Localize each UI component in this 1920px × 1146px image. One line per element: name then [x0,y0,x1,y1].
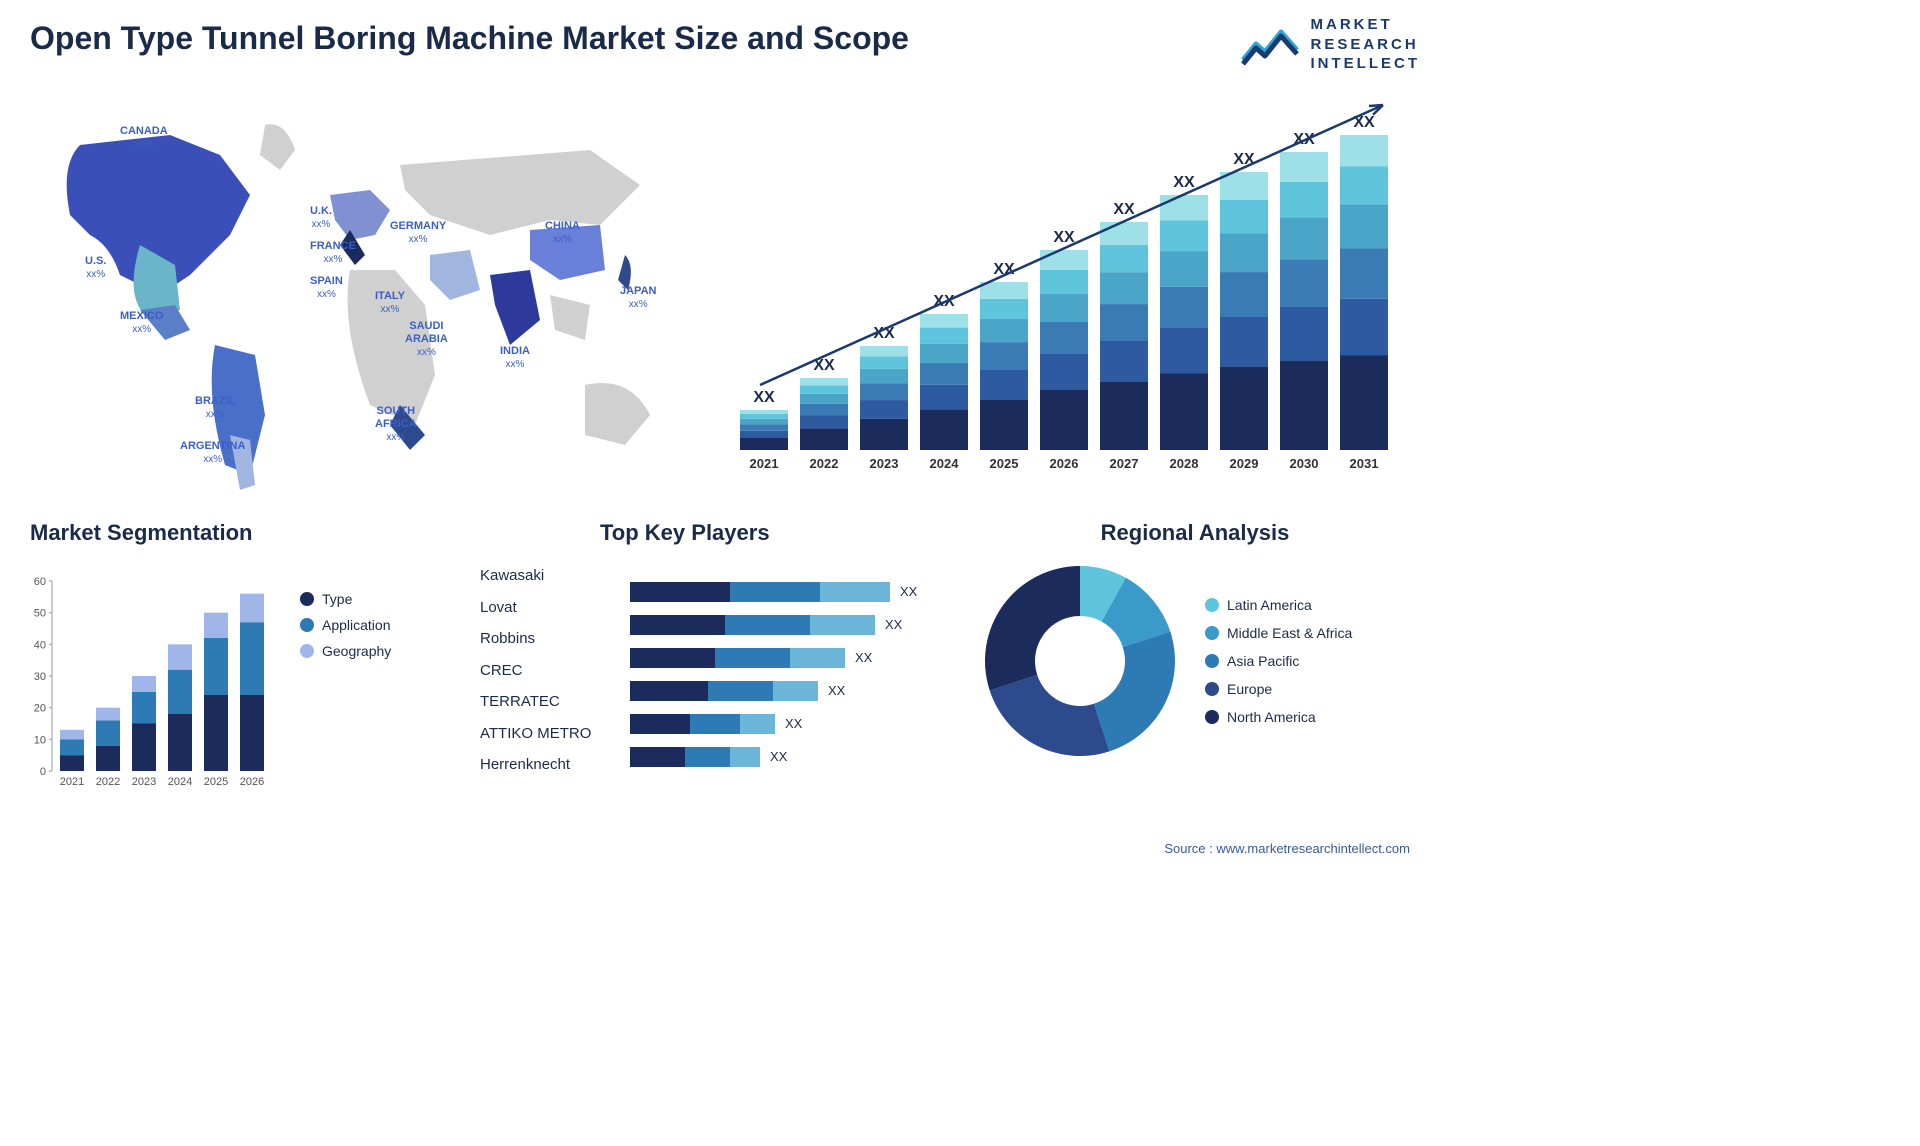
page-title: Open Type Tunnel Boring Machine Market S… [30,20,909,57]
svg-text:20: 20 [34,703,46,715]
map-label-spain: SPAINxx% [310,275,343,301]
svg-text:XX: XX [1113,201,1135,218]
svg-text:2024: 2024 [930,456,960,471]
svg-text:2027: 2027 [1110,456,1139,471]
logo-line3: INTELLECT [1311,54,1421,74]
logo-line1: MARKET [1311,15,1421,35]
map-label-u.k.: U.K.xx% [310,205,332,231]
svg-text:2023: 2023 [870,456,899,471]
svg-text:2029: 2029 [1230,456,1259,471]
segmentation-chart: 0 10 20 30 40 50 60 2021 2022 2023 2024 2025 2026 [30,561,280,791]
kp-bar-row: XX [630,575,950,608]
segmentation-heading: Market Segmentation [30,520,490,546]
svg-text:30: 30 [34,671,46,683]
kp-company: ATTIKO METRO [480,718,591,750]
map-label-india: INDIAxx% [500,345,530,371]
logo-line2: RESEARCH [1311,35,1421,55]
map-label-italy: ITALYxx% [375,290,405,316]
keyplayers-list: KawasakiLovatRobbinsCRECTERRATECATTIKO M… [480,560,591,781]
svg-text:40: 40 [34,639,46,651]
svg-text:2031: 2031 [1350,456,1379,471]
seg-legend-application: Application [300,617,391,633]
reg-legend-asia-pacific: Asia Pacific [1205,653,1352,669]
kp-bar-row: XX [630,707,950,740]
keyplayers-heading: Top Key Players [600,520,960,546]
svg-text:2021: 2021 [60,776,84,788]
kp-bar-row: XX [630,740,950,773]
map-label-china: CHINAxx% [545,220,580,246]
seg-legend-geography: Geography [300,643,391,659]
svg-text:2026: 2026 [1050,456,1079,471]
key-players: Top Key Players [480,520,960,561]
svg-text:2030: 2030 [1290,456,1319,471]
svg-text:XX: XX [1233,151,1255,168]
map-label-canada: CANADAxx% [120,125,168,151]
reg-legend-middle-east-africa: Middle East & Africa [1205,625,1352,641]
svg-text:2025: 2025 [990,456,1019,471]
map-label-japan: JAPANxx% [620,285,656,311]
keyplayers-bars: XXXXXXXXXXXX [630,575,950,773]
map-label-brazil: BRAZILxx% [195,395,235,421]
reg-legend-latin-america: Latin America [1205,597,1352,613]
map-label-france: FRANCExx% [310,240,356,266]
kp-company: CREC [480,655,591,687]
map-label-u.s.: U.S.xx% [85,255,106,281]
svg-text:50: 50 [34,608,46,620]
kp-bar-row: XX [630,641,950,674]
regional-analysis: Regional Analysis Latin America Middle Ea… [980,520,1410,761]
regional-legend: Latin America Middle East & Africa Asia Pa… [1205,597,1352,725]
svg-text:2028: 2028 [1170,456,1199,471]
kp-bar-row: XX [630,608,950,641]
svg-text:XX: XX [1053,229,1075,246]
map-label-south-africa: SOUTHAFRICAxx% [375,405,417,445]
svg-text:XX: XX [1173,174,1195,191]
kp-company: Kawasaki [480,560,591,592]
map-label-saudi-arabia: SAUDIARABIAxx% [405,320,448,360]
map-label-argentina: ARGENTINAxx% [180,440,245,466]
reg-legend-north-america: North America [1205,709,1352,725]
continents [67,124,650,490]
map-label-mexico: MEXICOxx% [120,310,163,336]
seg-legend-type: Type [300,591,391,607]
kp-company: Herrenknecht [480,749,591,781]
map-svg [30,95,670,495]
svg-text:2022: 2022 [96,776,120,788]
reg-legend-europe: Europe [1205,681,1352,697]
growth-chart: 2021XX2022XX2023XX2024XX2025XX2026XX2027… [730,100,1410,480]
svg-text:0: 0 [40,766,46,778]
svg-text:2025: 2025 [204,776,228,788]
kp-bar-row: XX [630,674,950,707]
kp-company: TERRATEC [480,686,591,718]
segmentation-legend: Type Application Geography [300,591,391,791]
regional-donut [980,561,1180,761]
regional-heading: Regional Analysis [980,520,1410,546]
kp-company: Lovat [480,592,591,624]
svg-text:2021: 2021 [750,456,779,471]
logo-icon [1241,22,1301,67]
world-map: CANADAxx% U.S.xx% MEXICOxx% BRAZILxx% ARGENT… [30,95,670,495]
svg-text:2022: 2022 [810,456,839,471]
kp-company: Robbins [480,623,591,655]
svg-text:2023: 2023 [132,776,156,788]
svg-text:10: 10 [34,734,46,746]
svg-text:XX: XX [753,389,775,406]
svg-text:2026: 2026 [240,776,264,788]
map-label-germany: GERMANYxx% [390,220,446,246]
market-segmentation: Market Segmentation 0 10 20 30 40 50 60 2021 202… [30,520,490,791]
source-text: Source : www.marketresearchintellect.com [1164,841,1410,856]
logo: MARKET RESEARCH INTELLECT [1241,15,1421,74]
svg-text:2024: 2024 [168,776,192,788]
growth-chart-svg: 2021XX2022XX2023XX2024XX2025XX2026XX2027… [730,100,1410,480]
svg-text:60: 60 [34,576,46,588]
